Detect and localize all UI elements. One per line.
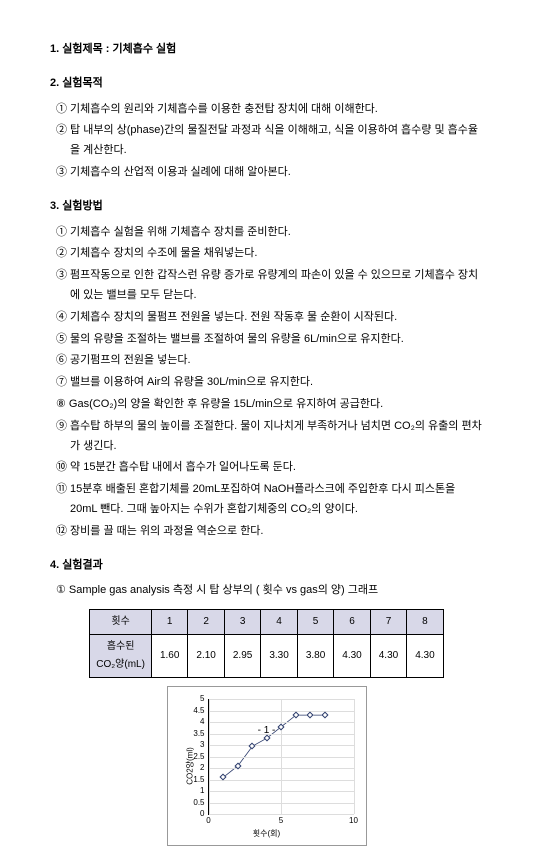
table-row-label: 흡수된CO₂양(mL) [90,635,152,678]
chart-gridline [209,699,210,814]
method-item: ⑥ 공기펌프의 전원을 넣는다. [50,351,483,371]
title-4: 4. 실험결과 [50,556,483,576]
title-1: 1. 실험제목 : 기체흡수 실험 [50,40,483,60]
method-item: ⑦ 밸브를 이용하여 Air의 유량을 30L/min으로 유지한다. [50,373,483,393]
table-col-header: 6 [334,610,370,635]
table-cell: 3.30 [261,635,297,678]
result-table: 횟수12345678 흡수된CO₂양(mL)1.602.102.953.303.… [89,609,443,678]
method-item: ③ 펌프작동으로 인한 갑작스런 유량 증가로 유량계의 파손이 있을 수 있으… [50,266,483,306]
result-chart: 00.511.522.533.544.550510 CO2양(ml) 횟수(회) [167,686,367,846]
chart-gridline [354,699,355,814]
method-item: ⑤ 물의 유량을 조절하는 밸브를 조절하여 물의 유량을 6L/min으로 유… [50,330,483,350]
table-cell: 4.30 [334,635,370,678]
table-col-header: 8 [407,610,443,635]
method-item: ⑨ 흡수탑 하부의 물의 높이를 조절한다. 물이 지나치게 부족하거나 넘치면… [50,417,483,457]
method-item: ⑩ 약 15분간 흡수탑 내에서 흡수가 일어나도록 둔다. [50,458,483,478]
chart-xtick: 10 [349,814,358,828]
section-title-1: 1. 실험제목 : 기체흡수 실험 [50,40,483,60]
section-result: 4. 실험결과 ① Sample gas analysis 측정 시 탑 상부의… [50,556,483,846]
table-col-header: 7 [370,610,406,635]
table-col-header: 4 [261,610,297,635]
title-2: 2. 실험목적 [50,74,483,94]
table-cell: 2.10 [188,635,224,678]
table-cell: 4.30 [370,635,406,678]
method-item: ⑫ 장비를 끌 때는 위의 과정을 역순으로 한다. [50,522,483,542]
table-cell: 1.60 [151,635,187,678]
purpose-item: ① 기체흡수의 원리와 기체흡수를 이용한 충전탑 장치에 대해 이해한다. [50,100,483,120]
result-caption: ① Sample gas analysis 측정 시 탑 상부의 ( 횟수 vs… [50,581,483,601]
method-item: ⑧ Gas(CO₂)의 양을 확인한 후 유량을 15L/min으로 유지하여 … [50,395,483,415]
chart-gridline [281,699,282,814]
method-item: ① 기체흡수 실험을 위해 기체흡수 장치를 준비한다. [50,223,483,243]
table-cell: 2.95 [224,635,260,678]
page-number: - 1 - [258,722,276,740]
method-item: ② 기체흡수 장치의 수조에 물을 채워넣는다. [50,244,483,264]
chart-ylabel: CO2양(ml) [183,747,197,785]
chart-ytick: 5 [181,692,205,706]
purpose-item: ③ 기체흡수의 산업적 이용과 실례에 대해 알아본다. [50,163,483,183]
table-header-label: 횟수 [90,610,152,635]
table-col-header: 5 [297,610,333,635]
chart-xlabel: 횟수(회) [253,827,280,841]
title-3: 3. 실험방법 [50,197,483,217]
method-item: ⑪ 15분후 배출된 혼합기체를 20mL포집하여 NaOH플라스크에 주입한후… [50,480,483,520]
table-col-header: 1 [151,610,187,635]
table-cell: 4.30 [407,635,443,678]
chart-xtick: 0 [206,814,210,828]
table-cell: 3.80 [297,635,333,678]
method-item: ④ 기체흡수 장치의 물펌프 전원을 넣는다. 전원 작동후 물 순환이 시작된… [50,308,483,328]
section-method: 3. 실험방법 ① 기체흡수 실험을 위해 기체흡수 장치를 준비한다.② 기체… [50,197,483,542]
table-col-header: 3 [224,610,260,635]
section-purpose: 2. 실험목적 ① 기체흡수의 원리와 기체흡수를 이용한 충전탑 장치에 대해… [50,74,483,183]
table-col-header: 2 [188,610,224,635]
purpose-item: ② 탑 내부의 상(phase)간의 물질전달 과정과 식을 이해해고, 식을 … [50,121,483,161]
